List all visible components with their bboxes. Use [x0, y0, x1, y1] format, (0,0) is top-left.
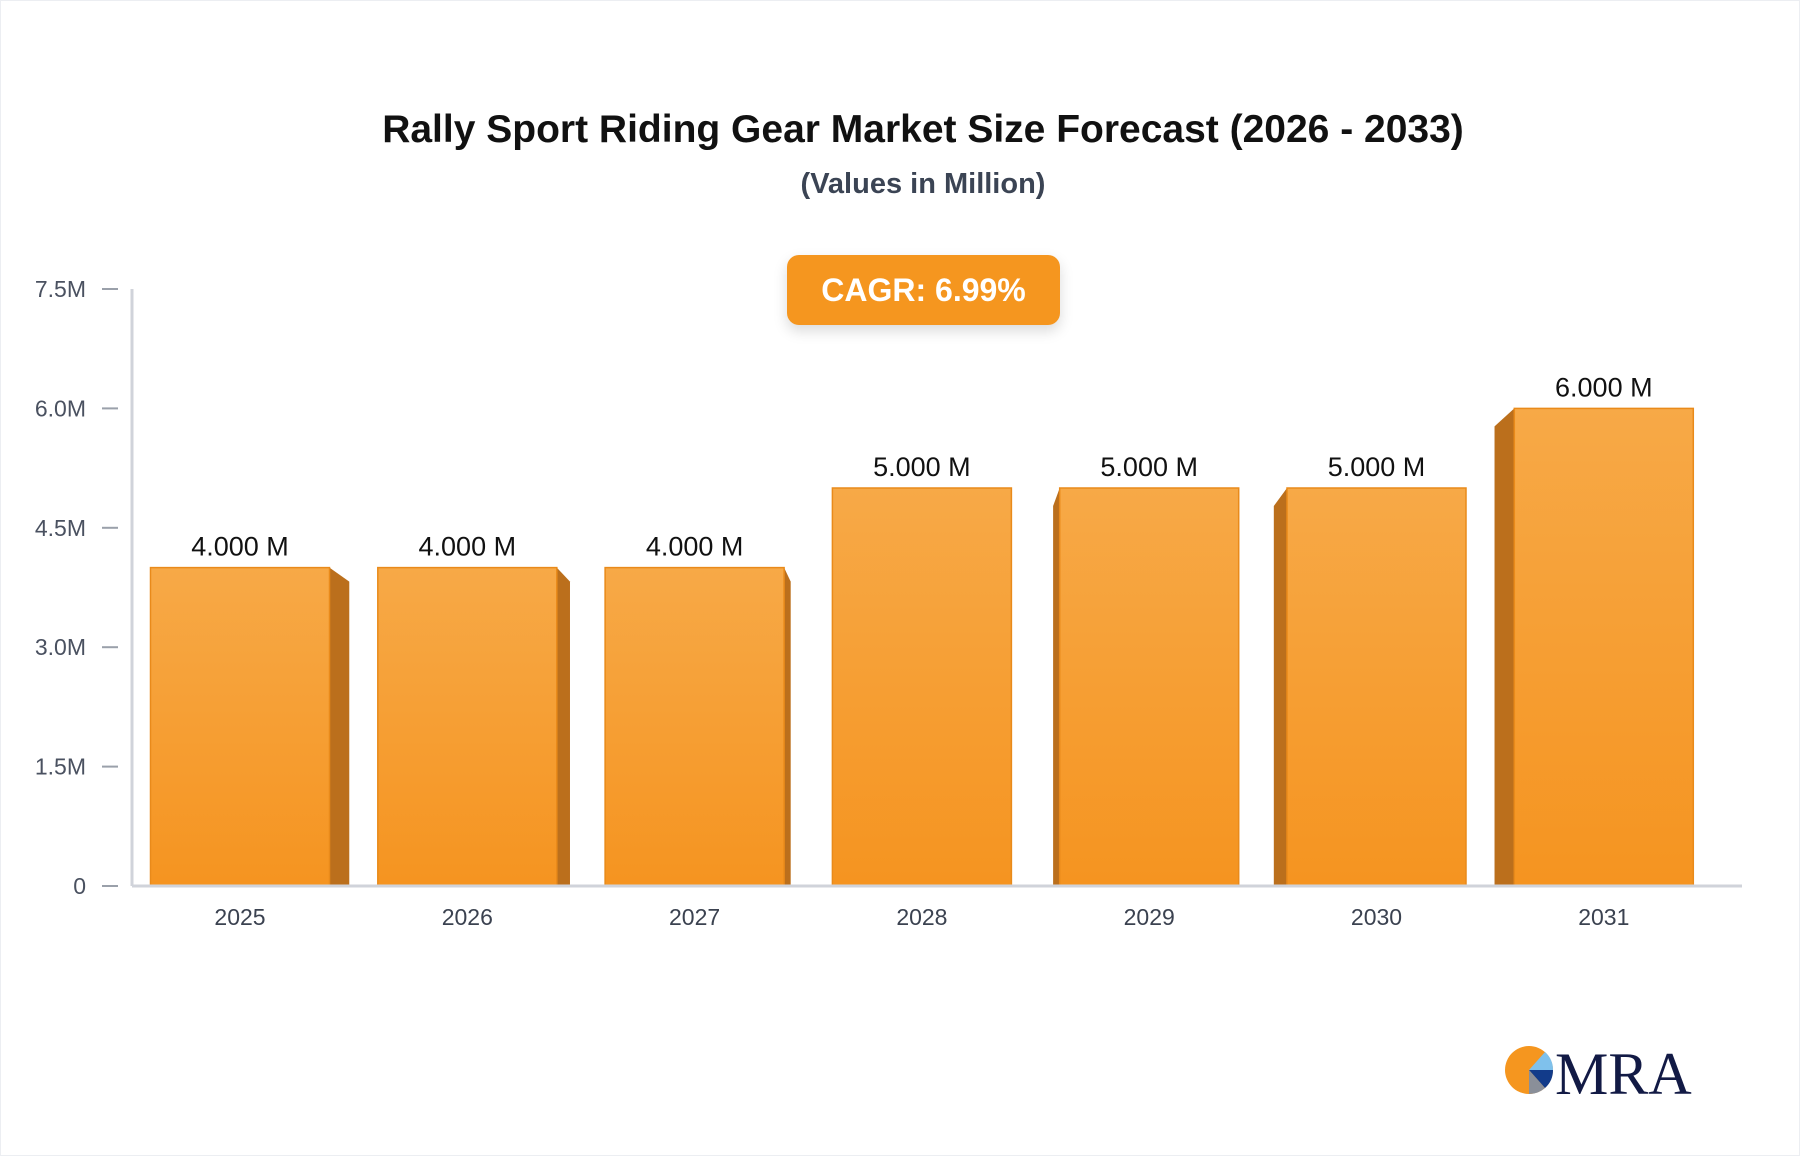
y-tick-label: 6.0M [35, 395, 86, 421]
bar-value-label: 6.000 M [1555, 372, 1653, 402]
bar-side [329, 567, 350, 886]
x-tick-label: 2031 [1578, 904, 1629, 930]
bar-side [1273, 488, 1287, 886]
y-tick-label: 4.5M [35, 515, 86, 541]
x-tick-label: 2029 [1124, 904, 1175, 930]
bar [1286, 487, 1467, 887]
bar-value-label: 4.000 M [191, 532, 289, 562]
x-tick-label: 2027 [669, 904, 720, 930]
bar-side [556, 567, 570, 886]
bar [149, 566, 331, 887]
chart-subtitle: (Values in Million) [800, 168, 1046, 200]
bar-value-label: 5.000 M [1100, 452, 1198, 482]
x-tick-label: 2030 [1351, 904, 1402, 930]
bar-value-label: 5.000 M [1328, 452, 1426, 482]
y-tick-label: 0 [73, 873, 86, 899]
bar [377, 566, 558, 887]
bar-value-label: 4.000 M [646, 532, 744, 562]
cagr-badge: CAGR: 6.99% [787, 255, 1060, 325]
bar-side [1053, 488, 1060, 886]
mra-logo: MRA [1505, 1040, 1695, 1100]
chart-title: Rally Sport Riding Gear Market Size Fore… [382, 108, 1464, 151]
bar [831, 487, 1013, 887]
bar-value-label: 4.000 M [419, 532, 517, 562]
x-tick-label: 2026 [442, 904, 493, 930]
bar [1513, 407, 1695, 887]
bar-side [784, 567, 791, 886]
x-tick-label: 2028 [896, 904, 947, 930]
bar-side [1494, 408, 1515, 886]
y-tick-label: 3.0M [35, 634, 86, 660]
bar [604, 566, 785, 887]
logo-text: MRA [1555, 1041, 1692, 1100]
y-tick-label: 1.5M [35, 754, 86, 780]
x-tick-label: 2025 [214, 904, 265, 930]
y-tick-label: 7.5M [35, 276, 86, 302]
bar [1058, 487, 1240, 887]
bar-value-label: 5.000 M [873, 452, 971, 482]
